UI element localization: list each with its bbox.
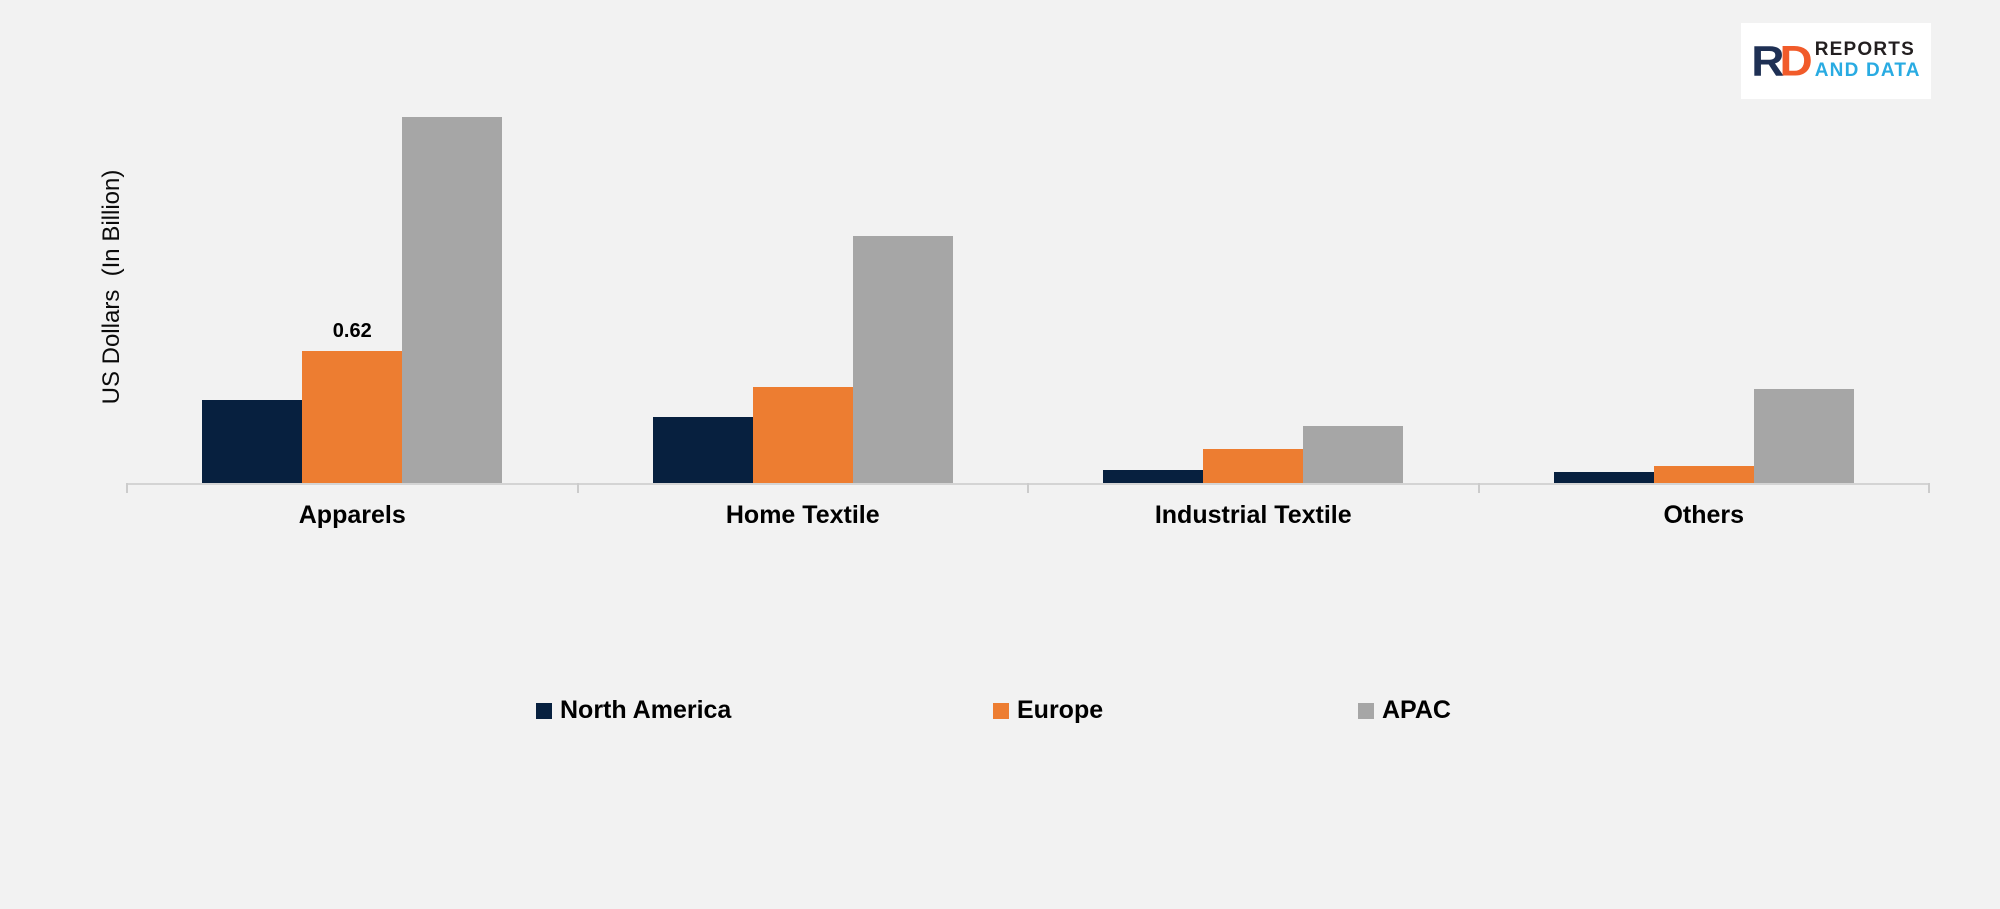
legend-item-apac: APAC	[1358, 696, 1451, 725]
x-axis-tick	[126, 483, 128, 493]
bar-north-america-home-textile	[652, 417, 753, 483]
x-axis-tick	[1027, 483, 1029, 493]
rd-monogram-icon: R D	[1751, 37, 1813, 85]
bar-apac-apparels	[402, 117, 503, 483]
bar-north-america-apparels	[202, 400, 303, 483]
bar-north-america-others	[1553, 472, 1654, 483]
legend-item-europe: Europe	[993, 696, 1103, 725]
x-axis-tick	[576, 483, 579, 493]
reports-and-data-logo: R D REPORTS AND DATA	[1741, 23, 1931, 99]
bar-europe-apparels	[302, 351, 403, 483]
bar-data-label: 0.62	[332, 320, 372, 342]
legend-label-apac: APAC	[1382, 696, 1451, 724]
legend-swatch-north-america	[536, 702, 552, 719]
category-label-apparels: Apparels	[298, 501, 406, 529]
category-label-industrial-textile: Industrial Textile	[1154, 501, 1352, 529]
bar-europe-home-textile	[752, 387, 853, 483]
legend-item-north-america: North America	[536, 696, 731, 725]
x-axis-tick	[1928, 483, 1930, 493]
bar-europe-industrial-textile	[1203, 449, 1304, 483]
category-label-others: Others	[1663, 501, 1745, 529]
x-axis-tick	[1477, 483, 1480, 493]
logo-letter-d: D	[1779, 37, 1813, 85]
bar-europe-others	[1653, 466, 1754, 483]
legend-label-europe: Europe	[1017, 696, 1104, 724]
logo-text-reports: REPORTS	[1814, 39, 1915, 61]
logo-letter-r: R	[1751, 37, 1784, 85]
bar-apac-home-textile	[852, 236, 953, 483]
logo-text-and-data: AND DATA	[1814, 60, 1921, 81]
legend-swatch-europe	[993, 702, 1009, 719]
bar-north-america-industrial-textile	[1103, 470, 1204, 483]
logo-wordmark: REPORTS AND DATA	[1814, 39, 1921, 82]
category-label-home-textile: Home Textile	[725, 501, 880, 529]
bar-apac-industrial-textile	[1303, 426, 1404, 483]
bar-apac-others	[1753, 389, 1854, 483]
legend-label-north-america: North America	[560, 696, 732, 724]
legend-swatch-apac	[1358, 702, 1374, 719]
